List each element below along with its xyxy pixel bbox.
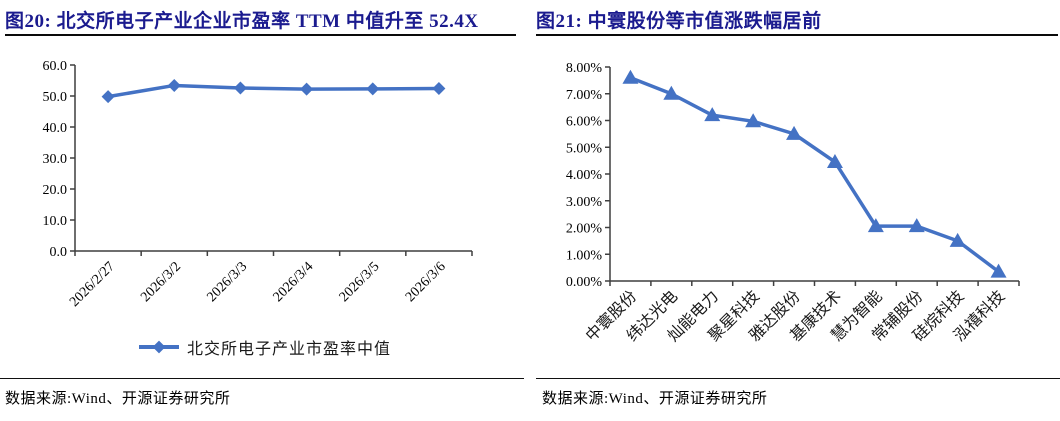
y-tick-label: 4.00% bbox=[566, 168, 603, 183]
y-tick-label: 6.00% bbox=[566, 115, 603, 130]
diamond-marker bbox=[300, 82, 314, 96]
x-category-label: 2026/3/2 bbox=[138, 259, 184, 305]
y-tick-label: 5.00% bbox=[566, 141, 603, 156]
diamond-marker bbox=[167, 78, 181, 92]
y-tick-label: 0.00% bbox=[566, 275, 603, 290]
x-category-label: 2026/3/5 bbox=[337, 259, 383, 305]
series-line bbox=[628, 75, 1001, 274]
y-tick-label: 7.00% bbox=[566, 88, 603, 103]
diamond-marker bbox=[432, 82, 446, 96]
figure-21: 图21: 中寰股份等市值涨跌幅居前 0.00% 1.00% 2.00% 3.00% 4.… bbox=[530, 0, 1060, 414]
x-category-label: 2026/3/4 bbox=[271, 259, 317, 305]
diamond-marker bbox=[233, 81, 247, 95]
triangle-marker bbox=[704, 107, 721, 122]
market-cap-change-line-chart: 0.00% 1.00% 2.00% 3.00% 4.00% 5.00% 6.00% 7.00%… bbox=[566, 61, 1020, 345]
series-line bbox=[106, 83, 441, 99]
y-tick-label: 50.0 bbox=[43, 90, 68, 105]
figure-20-source: 数据来源:Wind、开源证券研究所 bbox=[0, 378, 524, 421]
y-tick-label: 1.00% bbox=[566, 248, 603, 263]
y-tick-label: 40.0 bbox=[43, 121, 68, 136]
figure-20-title: 图20: 北交所电子产业企业市盈率 TTM 中值升至 52.4X bbox=[5, 11, 479, 32]
y-tick-label: 20.0 bbox=[43, 183, 68, 198]
legend-diamond-icon bbox=[152, 340, 166, 354]
x-category-label: 2026/3/6 bbox=[403, 259, 449, 305]
source-text: 数据来源:Wind、开源证券研究所 bbox=[5, 391, 231, 407]
triangle-marker bbox=[908, 218, 925, 233]
triangle-marker bbox=[990, 263, 1007, 278]
figure-20: 图20: 北交所电子产业企业市盈率 TTM 中值升至 52.4X 0.0 10.0… bbox=[0, 0, 530, 414]
y-tick-label: 30.0 bbox=[43, 152, 68, 167]
diamond-marker bbox=[366, 82, 380, 96]
y-tick-label: 0.0 bbox=[50, 245, 68, 260]
figure-21-header: 图21: 中寰股份等市值涨跌幅居前 bbox=[536, 0, 1058, 36]
y-tick-label: 8.00% bbox=[566, 61, 603, 76]
figure-21-title: 图21: 中寰股份等市值涨跌幅居前 bbox=[536, 11, 822, 32]
source-text: 数据来源:Wind、开源证券研究所 bbox=[542, 391, 768, 407]
triangle-marker bbox=[663, 85, 680, 100]
figure-20-header: 图20: 北交所电子产业企业市盈率 TTM 中值升至 52.4X bbox=[5, 0, 516, 36]
y-tick-label: 2.00% bbox=[566, 222, 603, 237]
chart-legend: 北交所电子产业市盈率中值 bbox=[0, 336, 530, 358]
triangle-marker bbox=[867, 218, 884, 233]
pe-ttm-median-line-chart: 0.0 10.0 20.0 30.0 40.0 50.0 60.0 2026/2/27 2026… bbox=[43, 59, 473, 310]
legend-line-marker bbox=[138, 340, 179, 354]
triangle-marker bbox=[949, 232, 966, 247]
triangle-marker bbox=[622, 69, 639, 84]
triangle-marker bbox=[786, 125, 803, 140]
triangle-marker bbox=[826, 153, 843, 168]
diamond-marker bbox=[101, 90, 115, 104]
x-category-label: 2026/3/3 bbox=[204, 259, 250, 305]
y-tick-label: 3.00% bbox=[566, 195, 603, 210]
figure-21-source: 数据来源:Wind、开源证券研究所 bbox=[536, 378, 1060, 421]
y-tick-label: 10.0 bbox=[43, 214, 68, 229]
x-category-label: 2026/2/27 bbox=[67, 259, 118, 310]
triangle-marker bbox=[745, 113, 762, 128]
legend-label: 北交所电子产业市盈率中值 bbox=[186, 341, 391, 358]
y-tick-label: 60.0 bbox=[43, 59, 68, 74]
